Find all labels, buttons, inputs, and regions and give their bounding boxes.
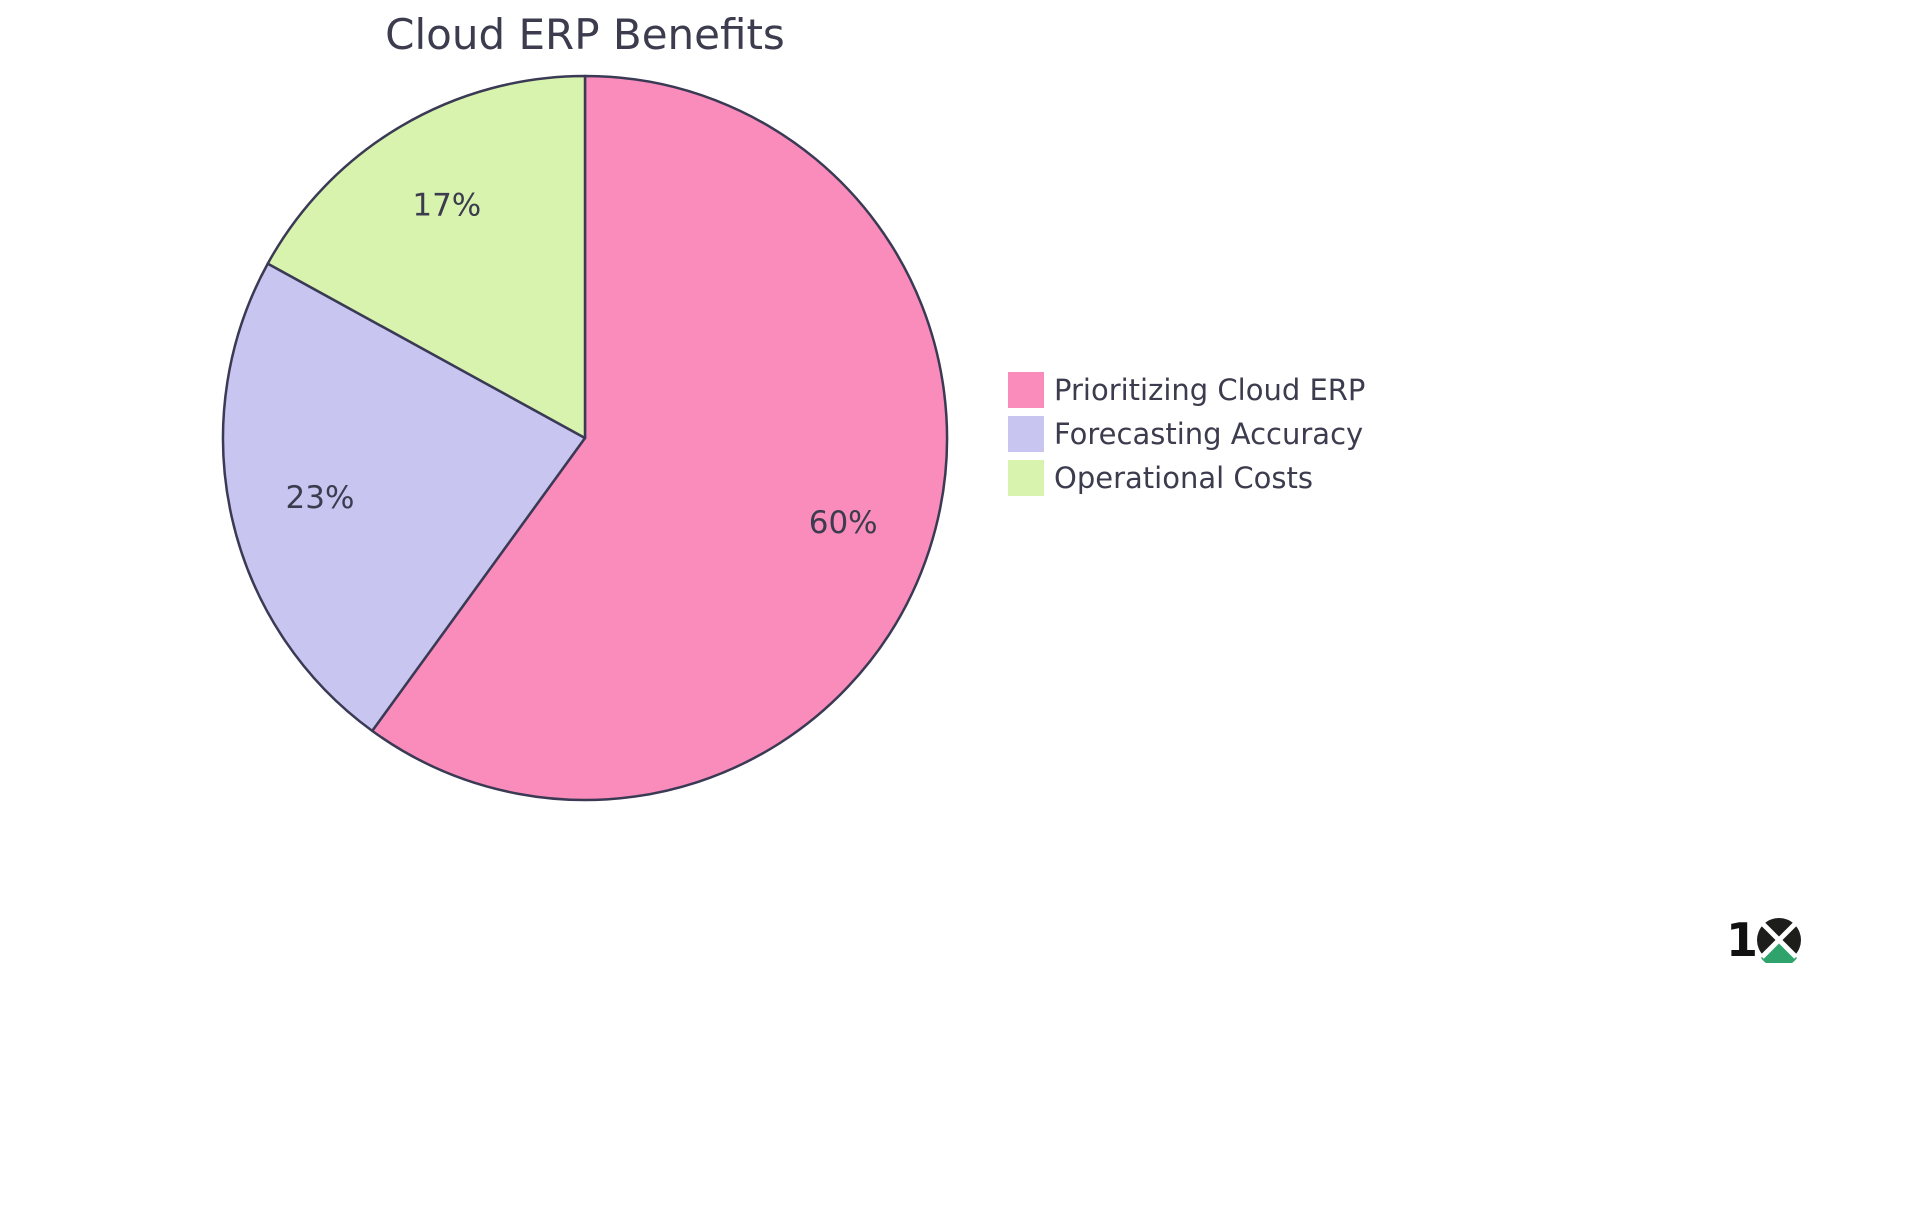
slice-percentage-label: 60%: [809, 505, 878, 541]
legend-label: Operational Costs: [1054, 461, 1313, 495]
legend-swatch-icon: [1008, 416, 1044, 452]
slice-percentage-label: 17%: [412, 187, 481, 223]
legend-swatch-icon: [1008, 372, 1044, 408]
legend-item: Forecasting Accuracy: [1008, 416, 1365, 452]
pie-slice-0: [370, 74, 949, 802]
slice-percentage-label: 23%: [286, 480, 355, 516]
logo-numeral: 1: [1725, 913, 1758, 967]
legend-item: Prioritizing Cloud ERP: [1008, 372, 1365, 408]
chart-title: Cloud ERP Benefits: [385, 10, 785, 59]
pie-slice-1: [221, 262, 587, 733]
watermark-logo: 1: [1726, 917, 1802, 963]
legend-item: Operational Costs: [1008, 460, 1365, 496]
legend-swatch-icon: [1008, 460, 1044, 496]
logo-circle-x-icon: [1757, 918, 1801, 963]
legend-label: Forecasting Accuracy: [1054, 417, 1364, 451]
pie-slice-2: [266, 74, 587, 440]
legend-label: Prioritizing Cloud ERP: [1054, 373, 1366, 407]
legend: Prioritizing Cloud ERP Forecasting Accur…: [1008, 372, 1365, 496]
